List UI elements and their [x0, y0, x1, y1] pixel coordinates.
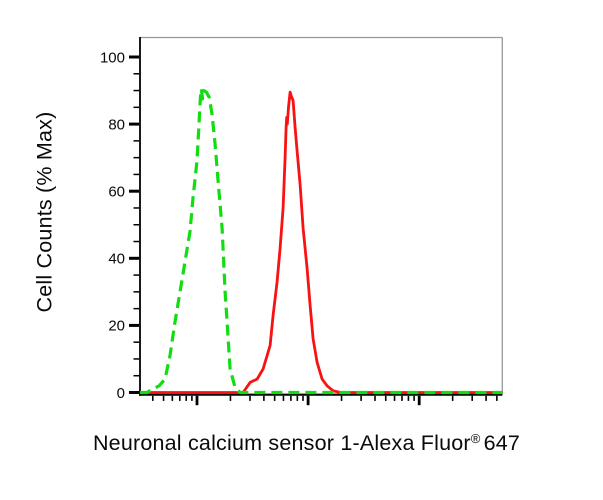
series-green-dashed	[140, 87, 503, 395]
y-tick-label: 20	[108, 318, 125, 335]
x-axis-title: Neuronal calcium sensor 1-Alexa Fluor® 64…	[0, 431, 603, 456]
registered-trademark-icon: ®	[470, 431, 481, 446]
y-tick-label: 60	[108, 184, 125, 201]
y-tick-label: 0	[117, 385, 125, 402]
x-axis-title-main: Neuronal calcium sensor 1-Alexa Fluor	[92, 431, 471, 455]
series-red-solid	[140, 90, 503, 394]
x-axis-title-tail: 647	[483, 431, 521, 455]
y-tick-label: 100	[100, 49, 125, 66]
y-tick-label: 80	[108, 116, 125, 133]
y-tick-label: 40	[108, 251, 125, 268]
y-axis-title: Cell Counts (% Max)	[32, 111, 57, 313]
